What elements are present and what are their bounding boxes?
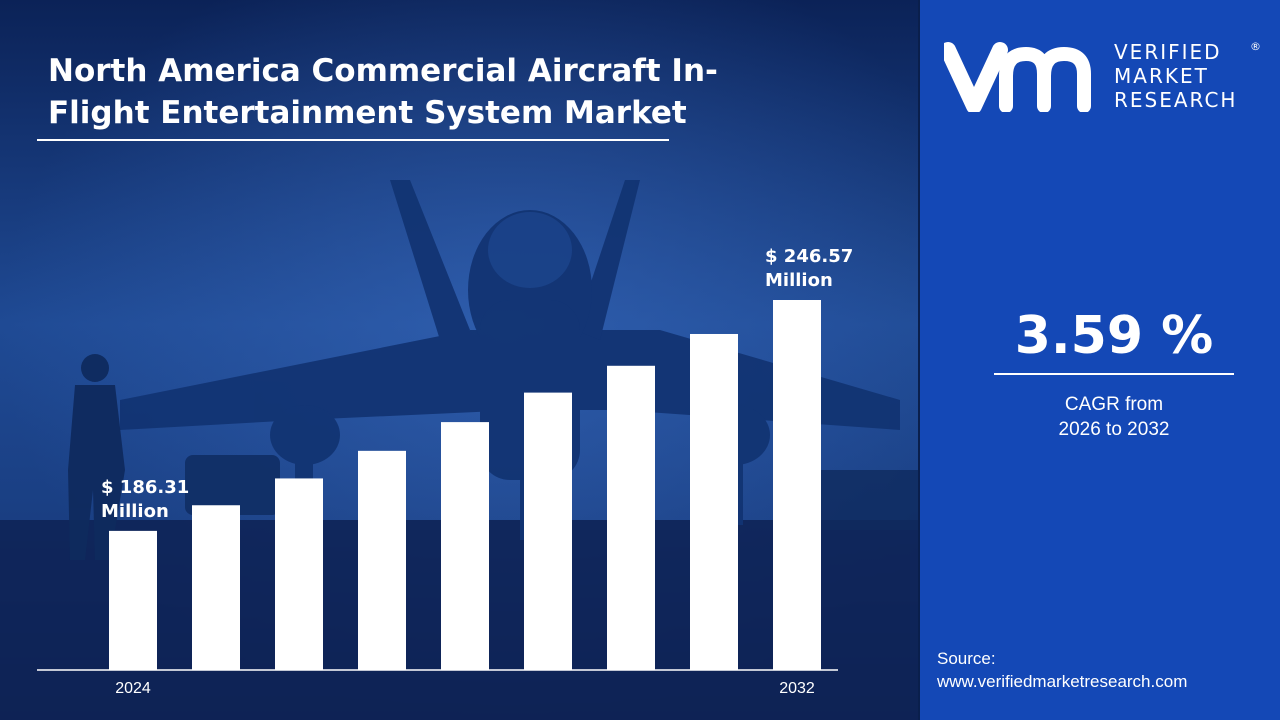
data-label-value-2032: $ 246.57 [765, 246, 853, 267]
bar-2026 [275, 478, 323, 670]
bar-2032 [773, 300, 821, 670]
bar-2030 [607, 365, 655, 670]
x-tick-label-2032: 2032 [779, 680, 815, 697]
bar-2031 [690, 333, 738, 670]
source-label: Source: [937, 649, 996, 668]
vmr-logo-wordmark: VERIFIED MARKET RESEARCH [1114, 40, 1237, 112]
x-tick-labels: 2024 2032 [115, 680, 815, 697]
data-label-unit-2032: Million [765, 270, 833, 291]
bar-2024 [109, 530, 157, 670]
data-labels: $ 186.31 Million $ 246.57 Million [101, 246, 853, 522]
bars [109, 300, 821, 670]
title-underline [37, 139, 669, 141]
registered-mark: ® [1250, 40, 1261, 53]
cagr-value: 3.59 % [1014, 306, 1214, 366]
cagr-divider [994, 373, 1234, 375]
chart-panel: North America Commercial Aircraft In-Fli… [0, 0, 920, 720]
data-label-value-2024: $ 186.31 [101, 477, 189, 498]
source-note: Source: www.verifiedmarketresearch.com [937, 647, 1187, 693]
cagr-label-line2: 2026 to 2032 [1058, 419, 1170, 440]
logo-line-research: RESEARCH [1114, 88, 1238, 112]
data-label-unit-2024: Million [101, 501, 169, 522]
info-panel [920, 0, 1280, 720]
bar-2029 [524, 392, 572, 670]
source-url: www.verifiedmarketresearch.com [937, 672, 1188, 691]
bar-2025 [192, 505, 240, 670]
x-tick-label-2024: 2024 [115, 680, 151, 697]
chart-title: North America Commercial Aircraft In-Fli… [48, 53, 718, 131]
logo-line-verified: VERIFIED [1114, 40, 1222, 64]
bar-chart: 2024 2032 $ 186.31 Million $ 246.57 Million [37, 246, 853, 697]
bar-2028 [441, 422, 489, 670]
cagr-label-line1: CAGR from [1064, 394, 1164, 415]
bar-2027 [358, 450, 406, 670]
vmr-logo-icon [944, 42, 1091, 112]
cagr-label: CAGR from 2026 to 2032 [994, 392, 1234, 442]
logo-line-market: MARKET [1114, 64, 1209, 88]
